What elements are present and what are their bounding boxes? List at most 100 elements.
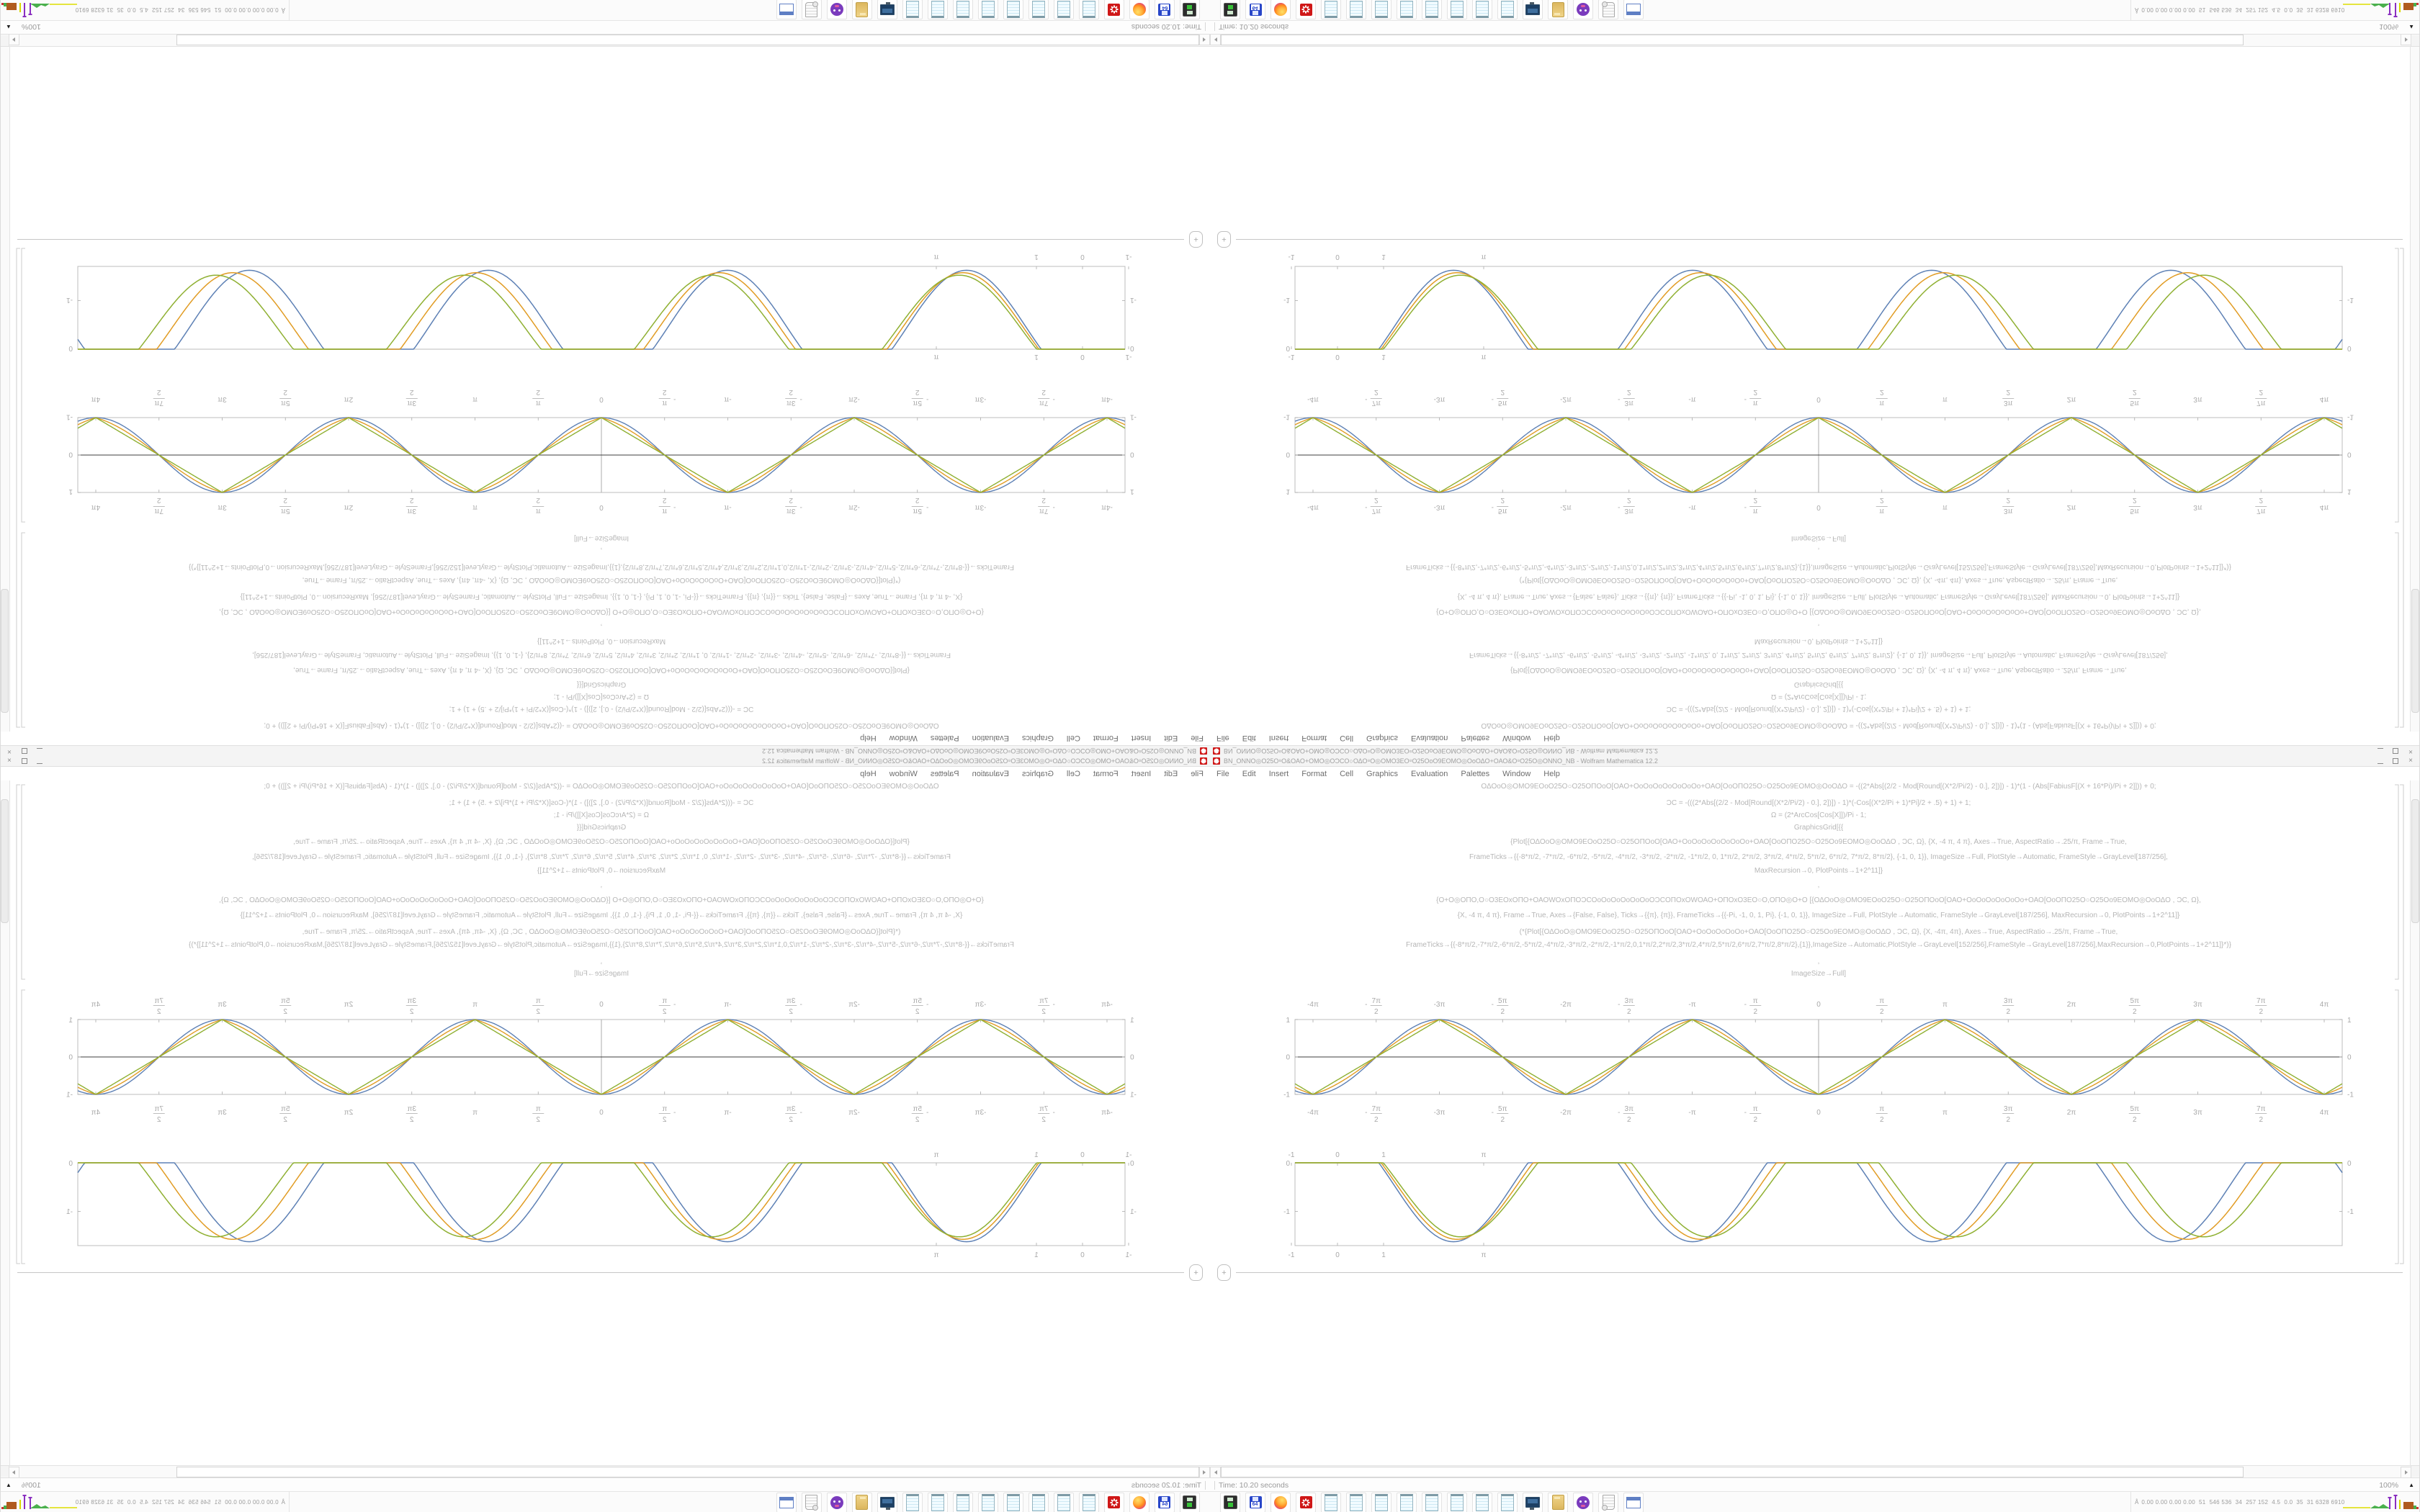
menu-window[interactable]: Window — [1502, 769, 1531, 778]
launcher-floppy-64-icon[interactable]: 64 — [1245, 0, 1265, 20]
vertical-scrollbar[interactable] — [2410, 47, 2420, 732]
launcher-notepad-icon[interactable] — [1371, 1492, 1392, 1512]
cell-insert-plus-icon[interactable]: + — [1217, 231, 1231, 248]
horizontal-scrollbar-thumb[interactable] — [1221, 35, 2244, 45]
launcher-notepad-icon[interactable] — [1054, 0, 1074, 20]
scroll-right-arrow-icon[interactable] — [9, 34, 19, 45]
menu-help[interactable]: Help — [1543, 769, 1560, 778]
launcher-notepad-icon[interactable] — [1397, 1492, 1417, 1512]
vertical-scrollbar-thumb[interactable] — [2411, 799, 2419, 923]
launcher-script-icon[interactable] — [1598, 1492, 1618, 1512]
minimize-button-icon[interactable] — [2375, 757, 2386, 765]
cell-insert-plus-icon[interactable]: + — [1189, 231, 1203, 248]
launcher-notepad-icon[interactable] — [1447, 1492, 1467, 1512]
launcher-notepad-icon[interactable] — [1472, 0, 1492, 20]
launcher-notepad-icon[interactable] — [1321, 0, 1341, 20]
title-bar[interactable]: ΒΝ_ΟΝΝΟ◎Ο25Ο⁸Ο&ΟΑΟ+ΟΜΟ◎ΟƆCΟ○ΟΔΟ⁸Ο◎ΟΜΟ3ΕΟ… — [1210, 756, 2420, 767]
launcher-notepad-icon[interactable] — [1079, 0, 1099, 20]
launcher-notepad-icon[interactable] — [1422, 0, 1442, 20]
launcher-folder-icon[interactable] — [1548, 0, 1568, 20]
horizontal-scrollbar[interactable] — [1210, 34, 2420, 47]
launcher-notepad-icon[interactable] — [1079, 1492, 1099, 1512]
launcher-floppy-64-icon[interactable]: 64 — [1245, 1492, 1265, 1512]
zoom-level-label[interactable]: 100% — [21, 22, 41, 32]
launcher-purple-app-icon[interactable] — [827, 1492, 847, 1512]
scroll-right-arrow-icon[interactable] — [9, 1467, 19, 1478]
launcher-notepad-icon[interactable] — [1028, 0, 1049, 20]
vertical-scrollbar-thumb[interactable] — [1, 799, 9, 923]
scroll-right-arrow-icon[interactable] — [2401, 34, 2411, 45]
launcher-notepad-icon[interactable] — [902, 0, 923, 20]
launcher-display-icon[interactable] — [877, 1492, 897, 1512]
launcher-purple-app-icon[interactable] — [1573, 1492, 1593, 1512]
launcher-notepad-icon[interactable] — [1472, 1492, 1492, 1512]
launcher-mathematica-red-icon[interactable] — [1104, 0, 1124, 20]
scroll-left-arrow-icon[interactable] — [1199, 1467, 1210, 1478]
launcher-terminal-green-icon[interactable] — [1180, 0, 1200, 20]
menu-graphics[interactable]: Graphics — [1366, 769, 1399, 778]
cell-insert-plus-icon[interactable]: + — [1217, 1264, 1231, 1281]
cell-insert-plus-icon[interactable]: + — [1189, 1264, 1203, 1281]
launcher-terminal-green-icon[interactable] — [1220, 1492, 1240, 1512]
vertical-scrollbar-thumb[interactable] — [2411, 589, 2419, 713]
launcher-notepad-icon[interactable] — [1321, 1492, 1341, 1512]
vertical-scrollbar-thumb[interactable] — [1, 589, 9, 713]
zoom-dropdown-arrow-icon[interactable]: ▲ — [6, 1482, 12, 1488]
horizontal-scrollbar-thumb[interactable] — [176, 35, 1199, 45]
horizontal-scrollbar[interactable] — [0, 34, 1210, 47]
launcher-notepad-icon[interactable] — [1003, 0, 1023, 20]
launcher-notepad-icon[interactable] — [953, 1492, 973, 1512]
vertical-scrollbar[interactable] — [0, 780, 10, 1465]
zoom-dropdown-arrow-icon[interactable]: ▲ — [2408, 1482, 2414, 1488]
zoom-level-label[interactable]: 100% — [2379, 1480, 2399, 1490]
launcher-notepad-icon[interactable] — [953, 0, 973, 20]
launcher-floppy-64-icon[interactable]: 64 — [1155, 0, 1175, 20]
launcher-firefox-icon[interactable] — [1129, 1492, 1150, 1512]
menu-cell[interactable]: Cell — [1340, 769, 1354, 778]
horizontal-scrollbar-thumb[interactable] — [176, 1467, 1199, 1477]
launcher-notepad-icon[interactable] — [1497, 0, 1518, 20]
launcher-terminal-green-icon[interactable] — [1220, 0, 1240, 20]
launcher-terminal-green-icon[interactable] — [1180, 1492, 1200, 1512]
launcher-notepad-icon[interactable] — [1497, 1492, 1518, 1512]
close-button-icon[interactable]: × — [2408, 757, 2413, 765]
zoom-level-label[interactable]: 100% — [2379, 22, 2399, 32]
launcher-display-icon[interactable] — [877, 0, 897, 20]
zoom-dropdown-arrow-icon[interactable]: ▲ — [6, 24, 12, 30]
launcher-notepad-icon[interactable] — [1054, 1492, 1074, 1512]
launcher-notepad-icon[interactable] — [1346, 0, 1366, 20]
scroll-left-arrow-icon[interactable] — [1210, 1467, 1221, 1478]
launcher-notepad-icon[interactable] — [978, 0, 998, 20]
horizontal-scrollbar[interactable] — [1210, 1465, 2420, 1478]
launcher-notepad-icon[interactable] — [928, 1492, 948, 1512]
launcher-purple-app-icon[interactable] — [1573, 0, 1593, 20]
launcher-notepad-icon[interactable] — [902, 1492, 923, 1512]
menu-format[interactable]: Format — [1301, 769, 1327, 778]
menu-evaluation[interactable]: Evaluation — [1411, 769, 1448, 778]
vertical-scrollbar[interactable] — [2410, 780, 2420, 1465]
launcher-notepad-icon[interactable] — [1371, 0, 1392, 20]
launcher-notepad-icon[interactable] — [1028, 1492, 1049, 1512]
zoom-dropdown-arrow-icon[interactable]: ▲ — [2408, 24, 2414, 30]
launcher-notepad-icon[interactable] — [1346, 1492, 1366, 1512]
launcher-script-icon[interactable] — [802, 1492, 822, 1512]
launcher-notepad-icon[interactable] — [1422, 1492, 1442, 1512]
launcher-window-icon[interactable] — [776, 1492, 797, 1512]
launcher-firefox-icon[interactable] — [1270, 0, 1291, 20]
horizontal-scrollbar[interactable] — [0, 1465, 1210, 1478]
launcher-notepad-icon[interactable] — [1003, 1492, 1023, 1512]
launcher-notepad-icon[interactable] — [928, 0, 948, 20]
zoom-level-label[interactable]: 100% — [21, 1480, 41, 1490]
launcher-mathematica-red-icon[interactable] — [1296, 1492, 1316, 1512]
launcher-window-icon[interactable] — [776, 0, 797, 20]
launcher-script-icon[interactable] — [1598, 0, 1618, 20]
menu-insert[interactable]: Insert — [1268, 769, 1289, 778]
launcher-display-icon[interactable] — [1523, 1492, 1543, 1512]
launcher-notepad-icon[interactable] — [1447, 0, 1467, 20]
launcher-folder-icon[interactable] — [852, 1492, 872, 1512]
restore-button-icon[interactable] — [2390, 757, 2401, 765]
launcher-firefox-icon[interactable] — [1129, 0, 1150, 20]
menu-edit[interactable]: Edit — [1242, 769, 1256, 778]
horizontal-scrollbar-thumb[interactable] — [1221, 1467, 2244, 1477]
menu-file[interactable]: File — [1216, 769, 1229, 778]
